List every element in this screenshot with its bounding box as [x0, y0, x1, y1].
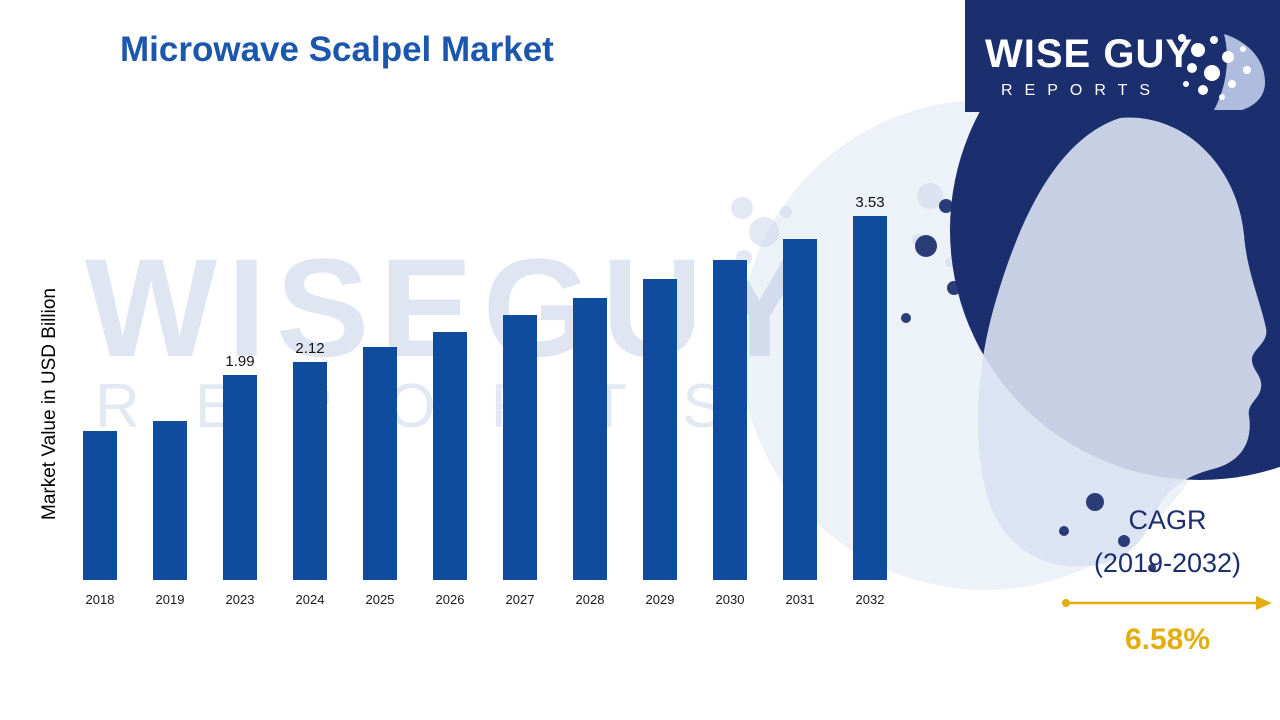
bar [293, 362, 327, 580]
bar-slot: 3.53 2032 [840, 160, 900, 607]
cagr-value: 6.58% [1124, 623, 1211, 656]
face-profile-shape [977, 117, 1267, 567]
logo-face-shape [1214, 34, 1266, 110]
logo-reports-text: REPORTS [1001, 82, 1163, 99]
bar-slot: 2028 [560, 160, 620, 607]
bar [503, 315, 537, 580]
bar-year-label: 2028 [575, 592, 605, 607]
cagr-period: (2019-2032) [1093, 548, 1242, 578]
bar-year-label: 2032 [855, 592, 885, 607]
bar-value-label: 1.99 [225, 353, 255, 370]
bar-slot: 2019 [140, 160, 200, 607]
bar [853, 216, 887, 580]
bar-slot: 2025 [350, 160, 410, 607]
bar [363, 347, 397, 580]
bar-chart: 2018 2019 1.99 2023 2.12 2024 2025 2026 2027 2028… [70, 160, 900, 607]
bar-value-label: 2.12 [295, 340, 325, 357]
bar-slot: 2027 [490, 160, 550, 607]
bar [433, 332, 467, 580]
bar-year-label: 2018 [85, 592, 115, 607]
bar [573, 298, 607, 580]
cagr-arrow-icon [1062, 596, 1272, 610]
bar-year-label: 2031 [785, 592, 815, 607]
y-axis-label: Market Value in USD Billion [39, 288, 60, 520]
cagr-block: CAGR (2019-2032) 6.58% [1060, 505, 1275, 657]
bar-year-label: 2026 [435, 592, 465, 607]
bar-year-label: 2024 [295, 592, 325, 607]
bar-slot: 2029 [630, 160, 690, 607]
cagr-label: CAGR [1128, 505, 1207, 535]
bar-slot: 2018 [70, 160, 130, 607]
bar-slot: 2.12 2024 [280, 160, 340, 607]
bar-year-label: 2019 [155, 592, 185, 607]
wise-guy-reports-logo: WISE GUY REPORTS [985, 34, 1193, 100]
bar-year-label: 2023 [225, 592, 255, 607]
bar-year-label: 2025 [365, 592, 395, 607]
bar [643, 279, 677, 580]
bar-year-label: 2029 [645, 592, 675, 607]
bar [83, 431, 117, 580]
logo-wise-guy-text: WISE GUY [985, 32, 1194, 76]
bar-slot: 2030 [700, 160, 760, 607]
bar-slot: 1.99 2023 [210, 160, 270, 607]
bar [783, 239, 817, 580]
bar-slot: 2026 [420, 160, 480, 607]
bar [153, 421, 187, 580]
watermark-reports: REPORTS [95, 376, 779, 438]
bar-year-label: 2027 [505, 592, 535, 607]
bar [713, 260, 747, 580]
page-title: Microwave Scalpel Market [120, 30, 554, 69]
bar [223, 375, 257, 580]
bar-value-label: 3.53 [855, 194, 885, 211]
bar-slot: 2031 [770, 160, 830, 607]
bar-year-label: 2030 [715, 592, 745, 607]
